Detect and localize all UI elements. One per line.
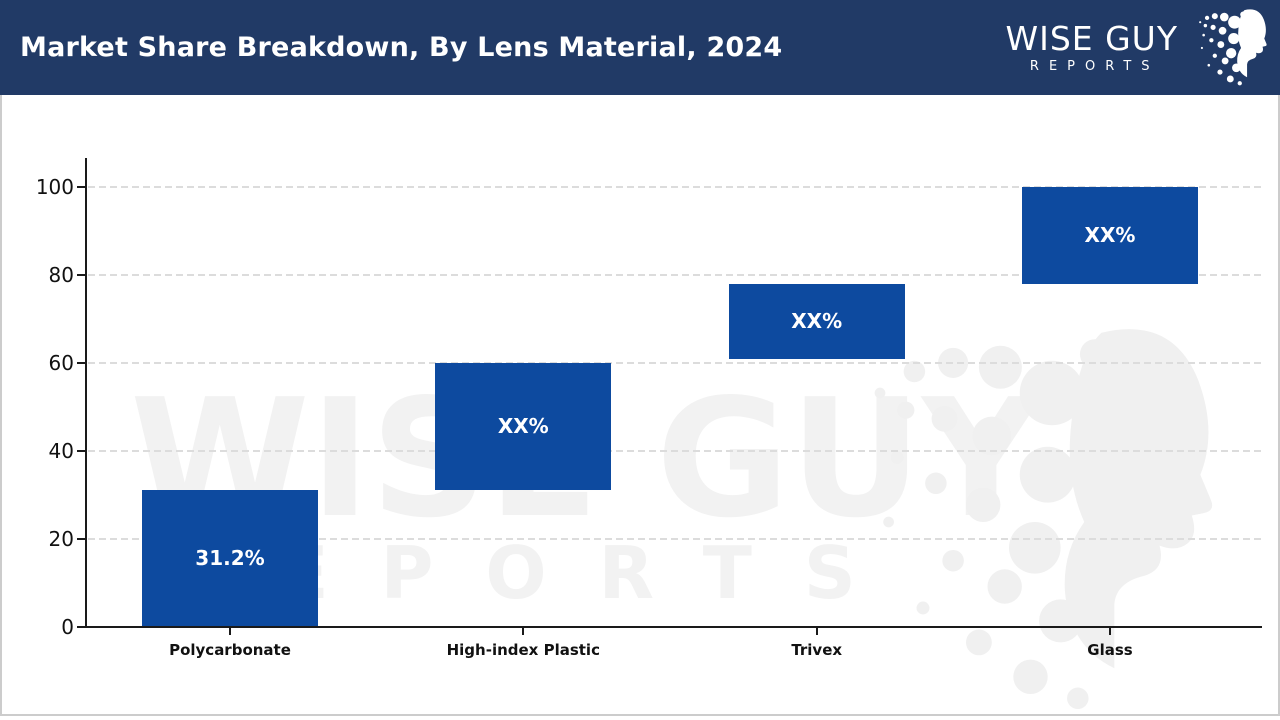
gridline bbox=[88, 362, 1262, 364]
y-tick-mark bbox=[77, 186, 85, 188]
y-tick-label: 0 bbox=[61, 615, 74, 639]
y-tick-mark bbox=[77, 626, 85, 628]
x-tick-mark bbox=[1109, 628, 1111, 635]
y-tick-mark bbox=[77, 362, 85, 364]
page-title: Market Share Breakdown, By Lens Material… bbox=[20, 32, 783, 63]
bar-trivex: XX% bbox=[728, 283, 905, 359]
logo-text: WISE GUY REPORTS bbox=[1005, 22, 1178, 74]
bar-value-label: XX% bbox=[1084, 223, 1136, 248]
y-tick-label: 80 bbox=[48, 263, 74, 287]
x-tick-mark bbox=[522, 628, 525, 635]
bar-glass: XX% bbox=[1022, 187, 1198, 284]
x-tick-mark bbox=[229, 628, 231, 635]
gridline bbox=[88, 538, 1262, 540]
x-tick-label: Glass bbox=[1087, 641, 1133, 659]
watermark-face-icon bbox=[874, 329, 1213, 710]
gridline bbox=[88, 186, 1262, 188]
y-tick-label: 100 bbox=[35, 175, 74, 199]
x-tick-label: High-index Plastic bbox=[446, 641, 600, 659]
y-tick-mark bbox=[77, 450, 85, 452]
logo-brand-sub: REPORTS bbox=[1029, 58, 1160, 74]
x-tick-label: Trivex bbox=[791, 641, 843, 659]
bar-value-label: XX% bbox=[497, 414, 549, 439]
bar-high-index-plastic: XX% bbox=[435, 363, 612, 490]
bar-value-label: 31.2% bbox=[195, 546, 265, 571]
y-tick-label: 20 bbox=[48, 527, 74, 551]
bar-value-label: XX% bbox=[791, 309, 843, 334]
y-tick-label: 60 bbox=[48, 351, 74, 375]
y-tick-mark bbox=[77, 538, 85, 540]
logo-brand-name: WISE GUY bbox=[1005, 18, 1178, 58]
bar-polycarbonate: 31.2% bbox=[142, 489, 318, 627]
x-tick-mark bbox=[815, 628, 818, 635]
gridline bbox=[88, 450, 1262, 452]
gridline bbox=[88, 274, 1262, 276]
y-axis-spine bbox=[85, 158, 87, 628]
x-axis-spine bbox=[85, 626, 1262, 628]
y-tick-mark bbox=[77, 274, 85, 276]
logo-face-icon bbox=[1199, 8, 1267, 85]
wise-guy-logo: WISE GUY REPORTS bbox=[1005, 0, 1272, 95]
header: Market Share Breakdown, By Lens Material… bbox=[0, 0, 1280, 95]
y-tick-label: 40 bbox=[48, 439, 74, 463]
x-tick-label: Polycarbonate bbox=[169, 641, 291, 659]
